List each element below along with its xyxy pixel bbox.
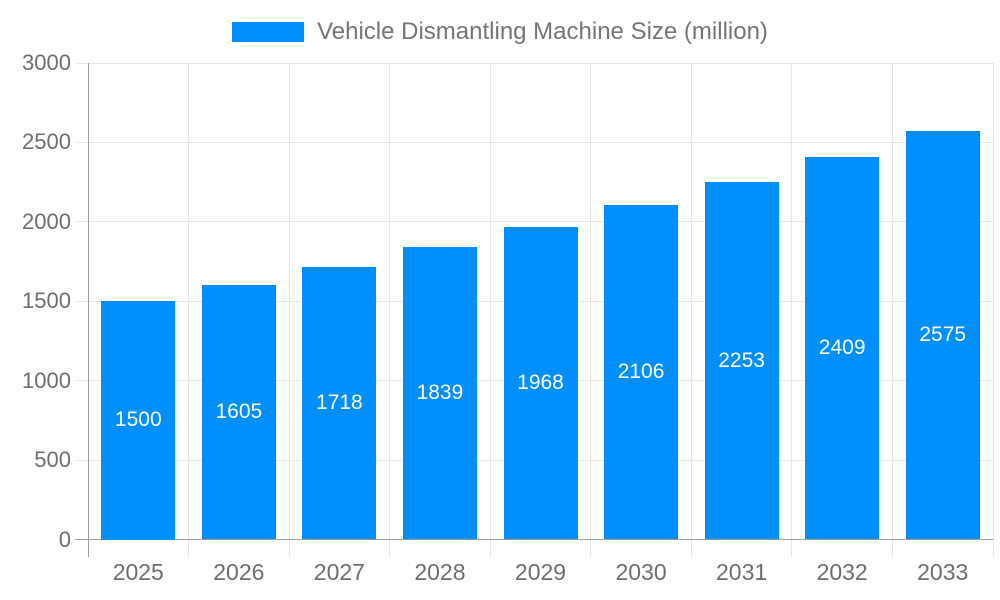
- y-tick-label: 0: [58, 526, 71, 552]
- y-tick: [75, 221, 88, 223]
- x-tick-label: 2028: [414, 559, 466, 585]
- x-tick-label: 2033: [917, 559, 969, 585]
- bar[interactable]: 1968: [503, 226, 578, 540]
- bar-value-label: 2575: [919, 322, 967, 346]
- bar-value-label: 2409: [818, 336, 866, 360]
- x-tick: [188, 539, 190, 557]
- bar-value-label: 1968: [517, 371, 564, 395]
- y-axis-line: [87, 63, 89, 557]
- y-tick-label: 1000: [22, 367, 71, 393]
- y-tick: [75, 62, 88, 64]
- x-tick: [590, 539, 592, 557]
- x-tick: [288, 539, 290, 557]
- bar[interactable]: 2575: [905, 130, 980, 540]
- y-gridline: [88, 221, 993, 223]
- x-tick-label: 2030: [615, 559, 667, 585]
- x-tick-label: 2026: [213, 559, 265, 585]
- x-axis-line: [75, 539, 993, 540]
- x-gridline: [389, 63, 391, 540]
- y-tick: [75, 459, 88, 461]
- y-tick-label: 2000: [22, 208, 71, 234]
- x-tick: [992, 539, 994, 557]
- x-tick-label: 2027: [313, 559, 365, 585]
- y-gridline: [88, 62, 993, 64]
- y-tick: [75, 300, 88, 302]
- y-tick-label: 2500: [22, 129, 71, 155]
- bar[interactable]: 2106: [604, 204, 679, 540]
- x-tick: [489, 539, 491, 557]
- bar-value-label: 1718: [316, 391, 363, 415]
- x-gridline: [891, 63, 893, 540]
- bar[interactable]: 2253: [704, 181, 779, 540]
- bar-value-label: 2106: [617, 360, 665, 384]
- legend[interactable]: Vehicle Dismantling Machine Size (millio…: [0, 18, 1000, 46]
- x-tick: [891, 539, 893, 557]
- x-tick-label: 2032: [816, 559, 868, 585]
- x-gridline: [188, 63, 190, 540]
- legend-label: Vehicle Dismantling Machine Size (millio…: [317, 18, 768, 45]
- x-tick-label: 2029: [514, 559, 567, 585]
- x-gridline: [590, 63, 592, 540]
- y-tick-label: 3000: [22, 50, 71, 75]
- x-gridline: [690, 63, 692, 540]
- bar-value-label: 1605: [215, 400, 263, 424]
- x-tick-label: 2031: [716, 559, 768, 585]
- x-gridline: [791, 63, 793, 540]
- y-tick: [75, 141, 88, 143]
- bar-value-label: 1500: [114, 408, 162, 432]
- bar[interactable]: 1718: [302, 266, 377, 540]
- legend-swatch: [232, 22, 305, 42]
- bar[interactable]: 1839: [402, 247, 477, 540]
- y-gridline: [88, 141, 993, 143]
- x-gridline: [489, 63, 491, 540]
- bar[interactable]: 1500: [101, 301, 176, 540]
- y-tick-label: 500: [34, 447, 71, 473]
- x-tick: [690, 539, 692, 557]
- x-tick-label: 2025: [112, 559, 164, 585]
- x-tick: [389, 539, 391, 557]
- y-tick-label: 1500: [22, 288, 71, 314]
- bar-value-label: 1839: [416, 381, 464, 405]
- bar[interactable]: 1605: [201, 284, 276, 540]
- x-gridline: [992, 63, 994, 540]
- x-tick: [791, 539, 793, 557]
- y-tick: [75, 380, 88, 382]
- bar-value-label: 2253: [718, 348, 765, 372]
- bar[interactable]: 2409: [805, 156, 880, 540]
- x-gridline: [288, 63, 290, 540]
